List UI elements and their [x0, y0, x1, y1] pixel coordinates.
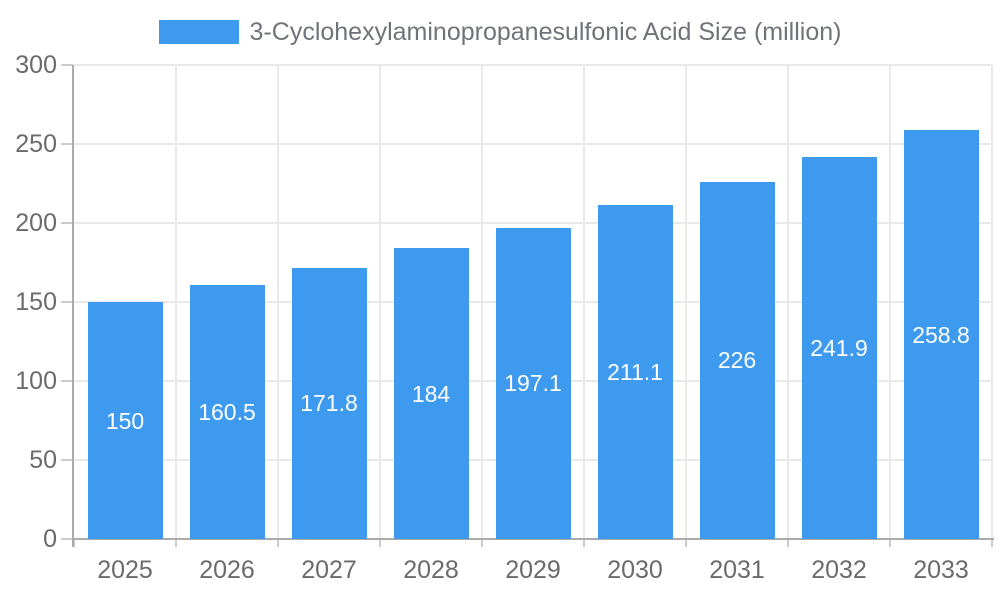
y-tick-label: 100 — [15, 367, 57, 395]
bar-value-label: 211.1 — [607, 359, 663, 386]
bar[interactable]: 197.1 — [495, 227, 571, 539]
x-axis-tick — [685, 540, 687, 547]
legend-swatch — [158, 20, 239, 44]
x-axis-line — [72, 538, 994, 540]
v-gridline — [787, 65, 789, 539]
legend-item[interactable]: 3-Cyclohexylaminopropanesulfonic Acid Si… — [0, 18, 1000, 46]
v-gridline — [481, 65, 483, 539]
x-tick-label: 2029 — [505, 556, 561, 584]
x-axis-tick — [583, 540, 585, 547]
x-axis-tick — [73, 540, 75, 547]
x-tick-label: 2027 — [301, 556, 357, 584]
x-tick-label: 2033 — [913, 556, 969, 584]
x-axis-tick — [481, 540, 483, 547]
legend-label: 3-Cyclohexylaminopropanesulfonic Acid Si… — [249, 18, 842, 46]
bar[interactable]: 171.8 — [291, 267, 367, 539]
v-gridline — [175, 65, 177, 539]
y-axis-tick — [61, 459, 73, 461]
bar-value-label: 241.9 — [810, 334, 868, 361]
y-tick-label: 200 — [15, 209, 57, 237]
bar[interactable]: 184 — [393, 248, 469, 539]
v-gridline — [277, 65, 279, 539]
bar[interactable]: 150 — [87, 302, 163, 539]
bar[interactable]: 258.8 — [903, 130, 979, 539]
v-gridline — [889, 65, 891, 539]
y-tick-label: 0 — [43, 525, 57, 553]
y-tick-label: 300 — [15, 51, 57, 79]
h-gridline — [74, 64, 992, 66]
bar-value-label: 160.5 — [198, 399, 256, 426]
bar[interactable]: 160.5 — [189, 285, 265, 539]
h-gridline — [74, 143, 992, 145]
bar-value-label: 258.8 — [912, 321, 970, 348]
y-tick-label: 50 — [29, 446, 57, 474]
x-axis-tick — [175, 540, 177, 547]
h-gridline — [74, 222, 992, 224]
bar-value-label: 184 — [411, 380, 451, 407]
x-axis-tick — [889, 540, 891, 547]
bar-value-label: 226 — [717, 347, 757, 374]
y-axis-tick — [61, 143, 73, 145]
y-tick-label: 250 — [15, 130, 57, 158]
v-gridline — [583, 65, 585, 539]
bar-value-label: 150 — [105, 407, 145, 434]
bar-value-label: 171.8 — [300, 390, 358, 417]
y-tick-label: 150 — [15, 288, 57, 316]
x-axis-tick — [277, 540, 279, 547]
x-tick-label: 2031 — [709, 556, 765, 584]
v-gridline — [379, 65, 381, 539]
y-axis-tick — [61, 64, 73, 66]
x-axis-tick — [379, 540, 381, 547]
x-tick-label: 2028 — [403, 556, 459, 584]
bar[interactable]: 211.1 — [597, 205, 673, 539]
y-axis-tick — [61, 301, 73, 303]
bar[interactable]: 226 — [699, 181, 775, 539]
x-tick-label: 2025 — [97, 556, 153, 584]
v-gridline — [685, 65, 687, 539]
v-gridline — [991, 65, 993, 539]
y-axis-line — [72, 65, 74, 547]
x-axis-tick — [787, 540, 789, 547]
x-tick-label: 2032 — [811, 556, 867, 584]
x-axis-tick — [991, 540, 993, 547]
bar[interactable]: 241.9 — [801, 156, 877, 539]
y-axis-tick — [61, 222, 73, 224]
x-tick-label: 2030 — [607, 556, 663, 584]
y-axis-tick — [61, 380, 73, 382]
x-tick-label: 2026 — [199, 556, 255, 584]
y-axis-tick — [61, 538, 73, 540]
bar-value-label: 197.1 — [504, 370, 562, 397]
